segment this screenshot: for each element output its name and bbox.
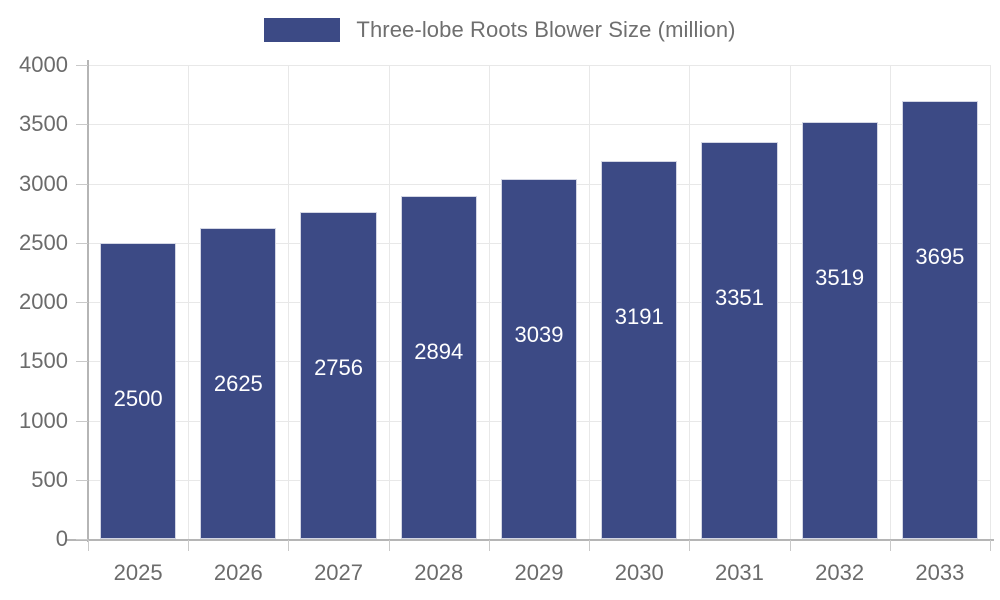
x-tick-label-2025: 2025 bbox=[113, 560, 163, 585]
x-tick-mark bbox=[790, 540, 791, 551]
x-tick-label-2028: 2028 bbox=[414, 560, 464, 585]
x-tick-mark bbox=[890, 540, 891, 551]
bar-2028[interactable] bbox=[400, 196, 477, 539]
y-tick-label-500: 500 bbox=[31, 466, 68, 492]
x-tick-mark bbox=[88, 540, 89, 551]
gridline-vertical bbox=[790, 65, 791, 539]
x-tick-mark bbox=[589, 540, 590, 551]
bar-2025[interactable] bbox=[100, 242, 177, 539]
bar-2031[interactable] bbox=[701, 141, 778, 539]
gridline-vertical bbox=[489, 65, 490, 539]
x-tick-label-2031: 2031 bbox=[714, 560, 764, 585]
x-tick-mark bbox=[188, 540, 189, 551]
bar-2026[interactable] bbox=[200, 227, 277, 539]
y-tick-label-4000: 4000 bbox=[19, 52, 68, 77]
gridline-vertical bbox=[689, 65, 690, 539]
gridline-vertical bbox=[990, 65, 991, 539]
y-tick-label-1500: 1500 bbox=[19, 348, 68, 374]
x-tick-mark bbox=[288, 540, 289, 551]
bar-2030[interactable] bbox=[601, 160, 678, 539]
gridline-vertical bbox=[890, 65, 891, 539]
y-tick-mark-500 bbox=[76, 479, 88, 481]
y-tick-mark-2500 bbox=[76, 242, 88, 244]
y-tick-mark-1000 bbox=[76, 420, 88, 422]
y-tick-mark-3000 bbox=[76, 183, 88, 185]
gridline-vertical bbox=[288, 65, 289, 539]
y-tick-mark-1500 bbox=[76, 361, 88, 363]
x-axis-line bbox=[66, 539, 994, 541]
y-tick-label-0: 0 bbox=[55, 526, 68, 551]
bar-2027[interactable] bbox=[300, 212, 377, 539]
gridline-vertical bbox=[389, 65, 390, 539]
bar-2033[interactable] bbox=[901, 101, 978, 539]
x-tick-mark bbox=[389, 540, 390, 551]
x-tick-label-2026: 2026 bbox=[213, 560, 263, 585]
y-tick-mark-4000 bbox=[76, 65, 88, 66]
y-tick-mark-2000 bbox=[76, 302, 88, 303]
legend-label-series-1[interactable]: Three-lobe Roots Blower Size (million) bbox=[356, 17, 736, 42]
x-tick-label-2033: 2033 bbox=[915, 560, 965, 585]
gridline-horizontal bbox=[88, 124, 990, 126]
y-tick-mark-3500 bbox=[76, 124, 88, 126]
y-tick-label-1000: 1000 bbox=[19, 407, 68, 433]
legend-swatch-series-1[interactable] bbox=[264, 18, 341, 42]
gridline-vertical bbox=[589, 65, 590, 539]
bar-2032[interactable] bbox=[801, 121, 878, 539]
gridline-vertical bbox=[188, 65, 189, 539]
y-axis-line bbox=[87, 60, 89, 542]
y-tick-label-3500: 3500 bbox=[19, 111, 68, 137]
chart-legend: Three-lobe Roots Blower Size (million) bbox=[0, 12, 1000, 48]
x-tick-mark bbox=[990, 540, 991, 551]
x-tick-label-2032: 2032 bbox=[815, 560, 865, 585]
x-tick-mark bbox=[489, 540, 490, 551]
x-tick-label-2027: 2027 bbox=[314, 560, 364, 585]
y-tick-label-2000: 2000 bbox=[19, 289, 68, 314]
gridline-horizontal bbox=[88, 65, 990, 66]
bar-2029[interactable] bbox=[500, 178, 578, 539]
x-tick-label-2029: 2029 bbox=[514, 560, 564, 585]
x-tick-mark bbox=[689, 540, 690, 551]
y-tick-label-3000: 3000 bbox=[19, 170, 68, 196]
y-tick-label-2500: 2500 bbox=[19, 229, 68, 255]
y-tick-mark-0 bbox=[76, 539, 88, 540]
x-tick-label-2030: 2030 bbox=[614, 560, 664, 585]
plot-area: 2500 2625 2756 2894 3039 3191 3351 3519 3695 bbox=[88, 65, 991, 540]
